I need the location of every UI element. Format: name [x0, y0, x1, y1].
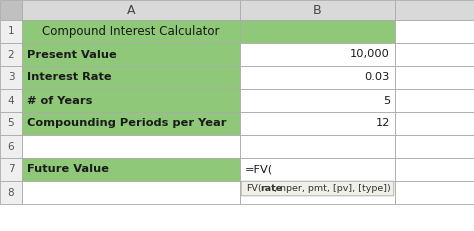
Bar — [395, 0, 474, 20]
Bar — [0, 135, 22, 158]
Bar — [240, 181, 395, 204]
Text: # of Years: # of Years — [27, 95, 92, 106]
Text: Present Value: Present Value — [27, 49, 117, 60]
Text: rate: rate — [260, 184, 282, 193]
Bar — [395, 181, 474, 204]
Bar — [240, 89, 395, 112]
Bar — [240, 66, 395, 89]
Text: 6: 6 — [8, 142, 14, 152]
Bar — [0, 181, 22, 204]
Text: B: B — [313, 3, 322, 16]
Text: , nper, pmt, [pv], [type]): , nper, pmt, [pv], [type]) — [274, 184, 391, 193]
Bar — [0, 0, 22, 20]
Bar — [22, 112, 240, 135]
Bar — [22, 89, 240, 112]
Text: 7: 7 — [8, 164, 14, 174]
Bar — [22, 66, 240, 89]
Bar — [395, 89, 474, 112]
Bar — [0, 43, 22, 66]
Bar — [395, 112, 474, 135]
Bar — [22, 43, 240, 66]
Bar — [240, 43, 395, 66]
Bar — [395, 43, 474, 66]
Text: 1: 1 — [8, 27, 14, 36]
Bar — [22, 20, 240, 43]
Bar — [0, 158, 22, 181]
Text: =FV(: =FV( — [245, 164, 273, 174]
Text: 12: 12 — [375, 119, 390, 128]
Bar — [0, 66, 22, 89]
Bar — [22, 135, 240, 158]
Bar — [240, 112, 395, 135]
Bar — [22, 0, 240, 20]
Text: 8: 8 — [8, 188, 14, 198]
Bar — [395, 158, 474, 181]
Text: 10,000: 10,000 — [350, 49, 390, 60]
Text: Compound Interest Calculator: Compound Interest Calculator — [42, 25, 220, 38]
Text: A: A — [127, 3, 135, 16]
Text: FV(: FV( — [246, 184, 262, 193]
Bar — [22, 181, 240, 204]
Bar — [22, 158, 240, 181]
Bar — [240, 158, 395, 181]
Bar — [240, 135, 395, 158]
Text: Compounding Periods per Year: Compounding Periods per Year — [27, 119, 227, 128]
Text: 4: 4 — [8, 95, 14, 106]
Bar — [0, 20, 22, 43]
Bar — [395, 20, 474, 43]
Bar — [395, 66, 474, 89]
Bar — [395, 135, 474, 158]
Text: 5: 5 — [383, 95, 390, 106]
Text: 5: 5 — [8, 119, 14, 128]
Bar — [0, 112, 22, 135]
Bar — [240, 0, 395, 20]
Bar — [0, 89, 22, 112]
FancyBboxPatch shape — [241, 181, 394, 196]
Text: Interest Rate: Interest Rate — [27, 73, 111, 82]
Text: Future Value: Future Value — [27, 164, 109, 174]
Text: 0.03: 0.03 — [365, 73, 390, 82]
Bar — [240, 20, 395, 43]
Text: 2: 2 — [8, 49, 14, 60]
Text: 3: 3 — [8, 73, 14, 82]
